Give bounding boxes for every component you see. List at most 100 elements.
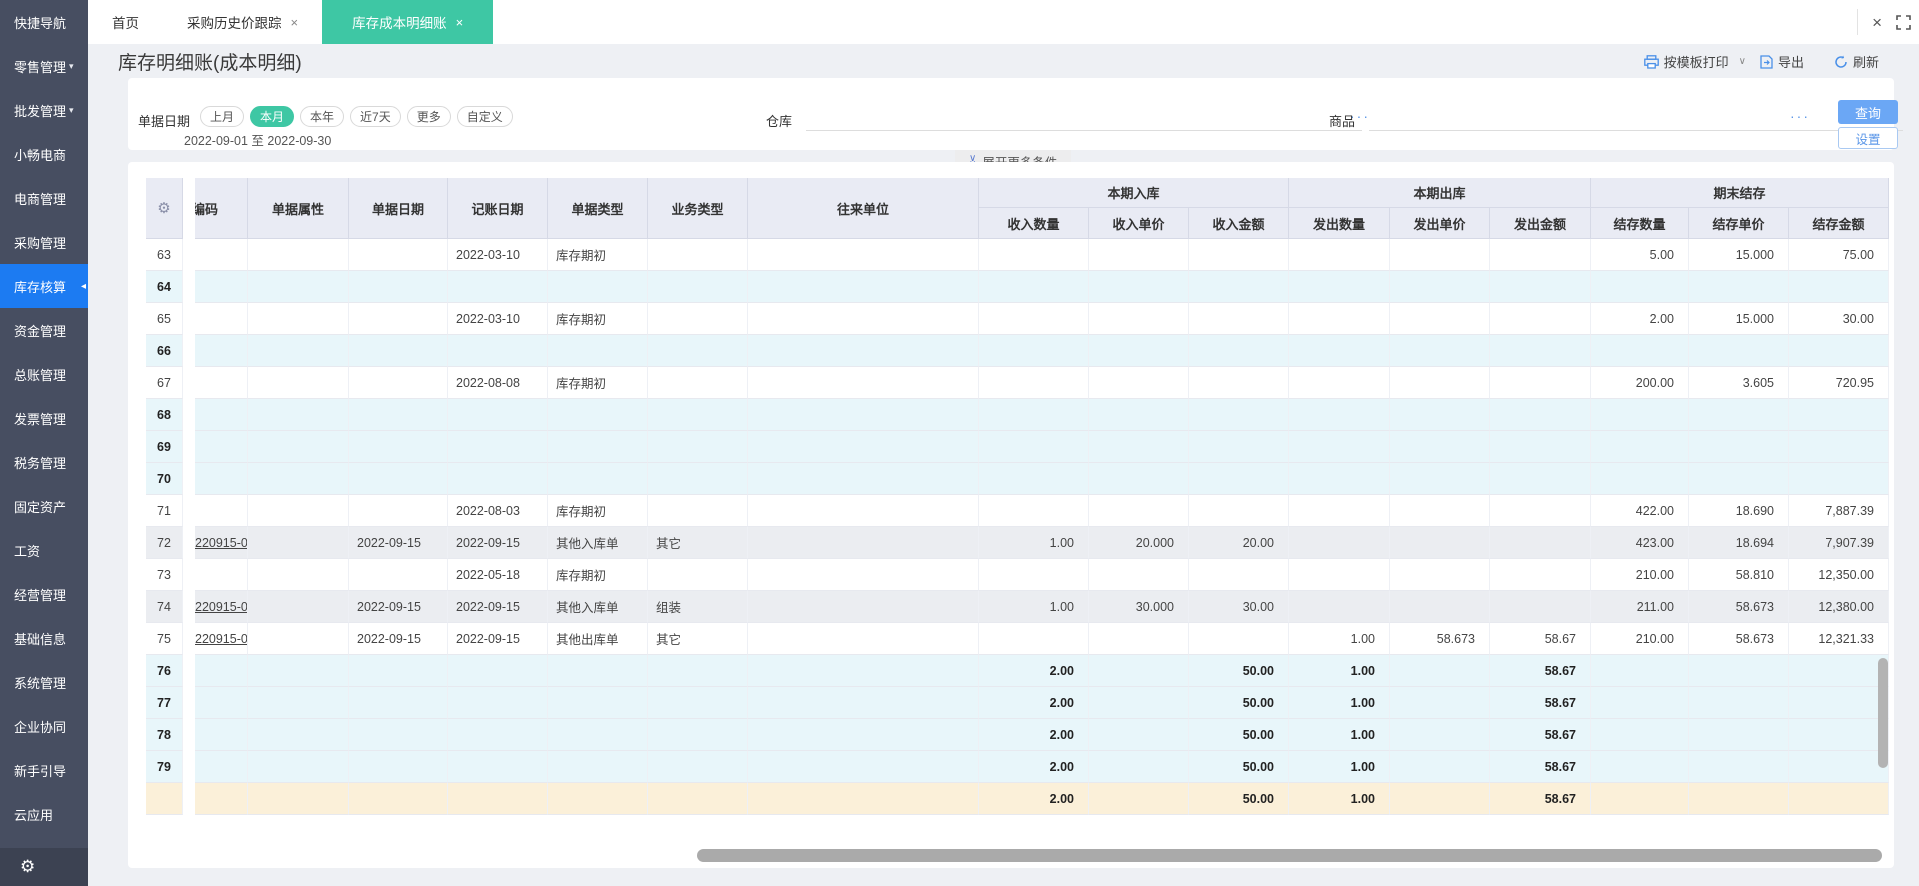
date-pill-上月[interactable]: 上月 [200, 106, 245, 127]
sidebar-item-quick-nav[interactable]: 快捷导航 [0, 0, 88, 44]
product-picker-icon[interactable]: ··· [1790, 108, 1810, 124]
cell-num: 69 [146, 431, 183, 463]
vertical-scrollbar[interactable] [1878, 658, 1888, 768]
close-icon[interactable]: × [1872, 12, 1882, 32]
refresh-button[interactable]: 刷新 [1834, 52, 1879, 71]
tab-inventory-detail[interactable]: 库存成本明细账 × [322, 0, 494, 44]
sidebar-item-tax[interactable]: 税务管理 [0, 440, 88, 484]
export-button[interactable]: 导出 [1760, 52, 1804, 71]
cell-in-qty: 2.00 [979, 687, 1089, 719]
header-out-amount[interactable]: 发出金额 [1490, 208, 1591, 239]
sidebar-item-inventory-accounting[interactable]: 库存核算 ◂ [0, 264, 88, 308]
date-pill-本年[interactable]: 本年 [300, 106, 345, 127]
header-code[interactable]: 编码 [195, 178, 248, 239]
header-in-price[interactable]: 收入单价 [1089, 208, 1189, 239]
table-row[interactable]: 66 [146, 335, 1889, 367]
date-pill-本月[interactable]: 本月 [250, 106, 295, 127]
sidebar-item-label: 系统管理 [14, 675, 67, 691]
date-pill-近7天[interactable]: 近7天 [350, 106, 401, 127]
sidebar-item-operations[interactable]: 经营管理 [0, 572, 88, 616]
sidebar-item-enterprise-collab[interactable]: 企业协同 [0, 704, 88, 748]
sidebar-item-base-info[interactable]: 基础信息 [0, 616, 88, 660]
sidebar-item-fixed-assets[interactable]: 固定资产 [0, 484, 88, 528]
header-doc-date[interactable]: 单据日期 [349, 178, 448, 239]
header-group-outbound: 本期出库 发出数量 发出单价 发出金额 [1289, 178, 1591, 239]
sidebar-item-label: 零售管理 [14, 59, 67, 75]
query-button[interactable]: 查询 [1838, 100, 1898, 124]
cell-code[interactable]: 220915-0 [195, 591, 248, 623]
warehouse-picker-icon[interactable]: ··· [1350, 108, 1370, 124]
cell-code[interactable]: 220915-0 [195, 623, 248, 655]
cell-bal-price [1689, 751, 1789, 783]
sidebar-item-wholesale[interactable]: 批发管理 ▾ [0, 88, 88, 132]
table-row[interactable]: 64 [146, 271, 1889, 303]
table-row[interactable]: 69 [146, 431, 1889, 463]
column-gear-icon[interactable]: ⚙ [157, 200, 171, 217]
sidebar-item-newbie-guide[interactable]: 新手引导 [0, 748, 88, 792]
header-doc-type[interactable]: 单据类型 [548, 178, 648, 239]
header-biz-type[interactable]: 业务类型 [648, 178, 748, 239]
table-row[interactable]: 63 2022-03-10 库存期初 5.00 15.000 75.00 [146, 239, 1889, 271]
sidebar-item-xiaochang-ec[interactable]: 小畅电商 [0, 132, 88, 176]
header-out-qty[interactable]: 发出数量 [1289, 208, 1390, 239]
warehouse-input[interactable] [806, 130, 1362, 131]
chevron-down-icon[interactable]: ∨ [1738, 56, 1746, 67]
settings-button[interactable]: 设置 [1838, 127, 1898, 149]
horizontal-scrollbar[interactable] [697, 849, 1882, 862]
header-in-amount[interactable]: 收入金额 [1189, 208, 1289, 239]
date-pill-更多[interactable]: 更多 [406, 106, 451, 127]
header-bal-amount[interactable]: 结存金额 [1789, 208, 1889, 239]
table-row[interactable]: 77 2.00 50.00 1.00 58.67 [146, 687, 1889, 719]
cell-out-qty [1289, 367, 1390, 399]
sidebar-item-payroll[interactable]: 工资 [0, 528, 88, 572]
sidebar-item-system[interactable]: 系统管理 [0, 660, 88, 704]
table-row[interactable]: 70 [146, 463, 1889, 495]
tab-home[interactable]: 首页 [88, 0, 163, 44]
fullscreen-icon[interactable] [1896, 14, 1911, 30]
header-bal-price[interactable]: 结存单价 [1689, 208, 1789, 239]
cell-in-amt [1189, 399, 1289, 431]
table-row[interactable]: 75 220915-0 2022-09-15 2022-09-15 其他出库单 其它 1.0… [146, 623, 1889, 655]
table-row[interactable]: 2.00 50.00 1.00 58.67 [146, 783, 1889, 815]
sidebar-item-purchase[interactable]: 采购管理 [0, 220, 88, 264]
sidebar-item-general-ledger[interactable]: 总账管理 [0, 352, 88, 396]
table-row[interactable]: 79 2.00 50.00 1.00 58.67 [146, 751, 1889, 783]
close-tab-icon[interactable]: × [290, 14, 299, 30]
cell-code[interactable]: 220915-0 [195, 527, 248, 559]
date-pill-自定义[interactable]: 自定义 [456, 106, 513, 127]
table-row[interactable]: 78 2.00 50.00 1.00 58.67 [146, 719, 1889, 751]
table-row[interactable]: 76 2.00 50.00 1.00 58.67 [146, 655, 1889, 687]
cell-num: 68 [146, 399, 183, 431]
cell-in-amt [1189, 367, 1289, 399]
header-in-qty[interactable]: 收入数量 [979, 208, 1089, 239]
table-row[interactable]: 72 220915-0 2022-09-15 2022-09-15 其他入库单 其它 1.0… [146, 527, 1889, 559]
header-bal-qty[interactable]: 结存数量 [1591, 208, 1689, 239]
sidebar-item-funds[interactable]: 资金管理 [0, 308, 88, 352]
sidebar-item-retail[interactable]: 零售管理 ▾ [0, 44, 88, 88]
sidebar-item-cloud-apps[interactable]: 云应用 [0, 792, 88, 836]
tab-purchase-history[interactable]: 采购历史价跟踪 × [163, 0, 322, 44]
print-by-template-button[interactable]: 按模板打印 [1643, 52, 1729, 71]
frozen-pane-divider [183, 559, 195, 591]
table-row[interactable]: 67 2022-08-08 库存期初 200.00 3.605 720.95 [146, 367, 1889, 399]
cell-out-qty [1289, 431, 1390, 463]
header-out-price[interactable]: 发出单价 [1390, 208, 1490, 239]
sidebar-item-label: 基础信息 [14, 631, 67, 647]
table-row[interactable]: 71 2022-08-03 库存期初 422.00 18.690 7,887.39 [146, 495, 1889, 527]
close-tab-icon[interactable]: × [455, 14, 464, 30]
cell-in-price [1089, 335, 1189, 367]
header-book-date[interactable]: 记账日期 [448, 178, 548, 239]
sidebar-item-ec-mgmt[interactable]: 电商管理 [0, 176, 88, 220]
settings-gear-icon[interactable]: ⚙ [20, 857, 36, 876]
product-input[interactable] [1369, 130, 1903, 131]
sidebar-item-invoice[interactable]: 发票管理 [0, 396, 88, 440]
header-doc-attr[interactable]: 单据属性 [248, 178, 349, 239]
table-row[interactable]: 68 [146, 399, 1889, 431]
cell-out-price [1390, 751, 1490, 783]
cell-bal-amt: 12,350.00 [1789, 559, 1889, 591]
header-partner[interactable]: 往来单位 [748, 178, 979, 239]
table-row[interactable]: 65 2022-03-10 库存期初 2.00 15.000 30.00 [146, 303, 1889, 335]
table-row[interactable]: 74 220915-0 2022-09-15 2022-09-15 其他入库单 组装 1.0… [146, 591, 1889, 623]
cell-bal-qty [1591, 463, 1689, 495]
table-row[interactable]: 73 2022-05-18 库存期初 210.00 58.810 12,350.00 [146, 559, 1889, 591]
